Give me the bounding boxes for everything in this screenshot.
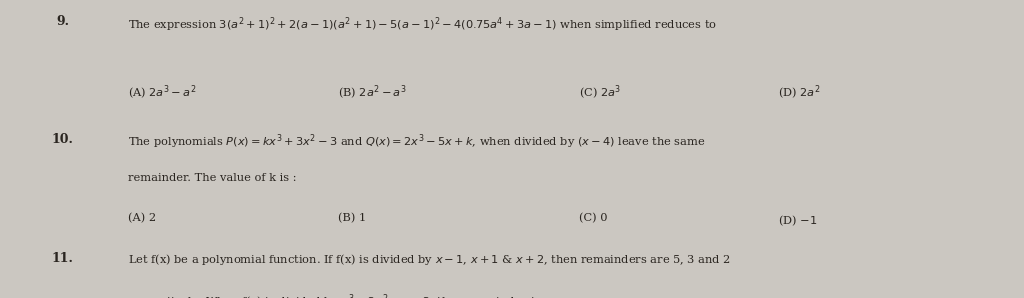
Text: (D) $-1$: (D) $-1$ — [778, 213, 817, 228]
Text: (A) $2a^3-a^2$: (A) $2a^3-a^2$ — [128, 83, 197, 102]
Text: respectively. When f(x) is divided by $x^3+2x^2-x-2$, then remainder is:: respectively. When f(x) is divided by $x… — [128, 292, 544, 298]
Text: Let f(x) be a polynomial function. If f(x) is divided by $x-1$, $x+1$ & $x+2$, t: Let f(x) be a polynomial function. If f(… — [128, 252, 731, 267]
Text: 10.: 10. — [51, 133, 73, 146]
Text: The polynomials $P(x)=kx^3+3x^2-3$ and $Q(x)=2x^3-5x+k$, when divided by $(x-4)$: The polynomials $P(x)=kx^3+3x^2-3$ and $… — [128, 133, 706, 151]
Text: (B) 1: (B) 1 — [338, 213, 367, 224]
Text: (C) $2a^3$: (C) $2a^3$ — [579, 83, 621, 102]
Text: 11.: 11. — [51, 252, 73, 265]
Text: (C) 0: (C) 0 — [579, 213, 607, 224]
Text: remainder. The value of k is :: remainder. The value of k is : — [128, 173, 297, 183]
Text: 9.: 9. — [56, 15, 70, 28]
Text: (B) $2a^2-a^3$: (B) $2a^2-a^3$ — [338, 83, 407, 102]
Text: The expression $3(a^2+1)^2+2(a-1)(a^2+1)-5(a-1)^2-4(0.75a^4+3a-1)$ when simplifi: The expression $3(a^2+1)^2+2(a-1)(a^2+1)… — [128, 15, 717, 33]
Text: (D) $2a^2$: (D) $2a^2$ — [778, 83, 821, 102]
Text: (A) 2: (A) 2 — [128, 213, 156, 224]
